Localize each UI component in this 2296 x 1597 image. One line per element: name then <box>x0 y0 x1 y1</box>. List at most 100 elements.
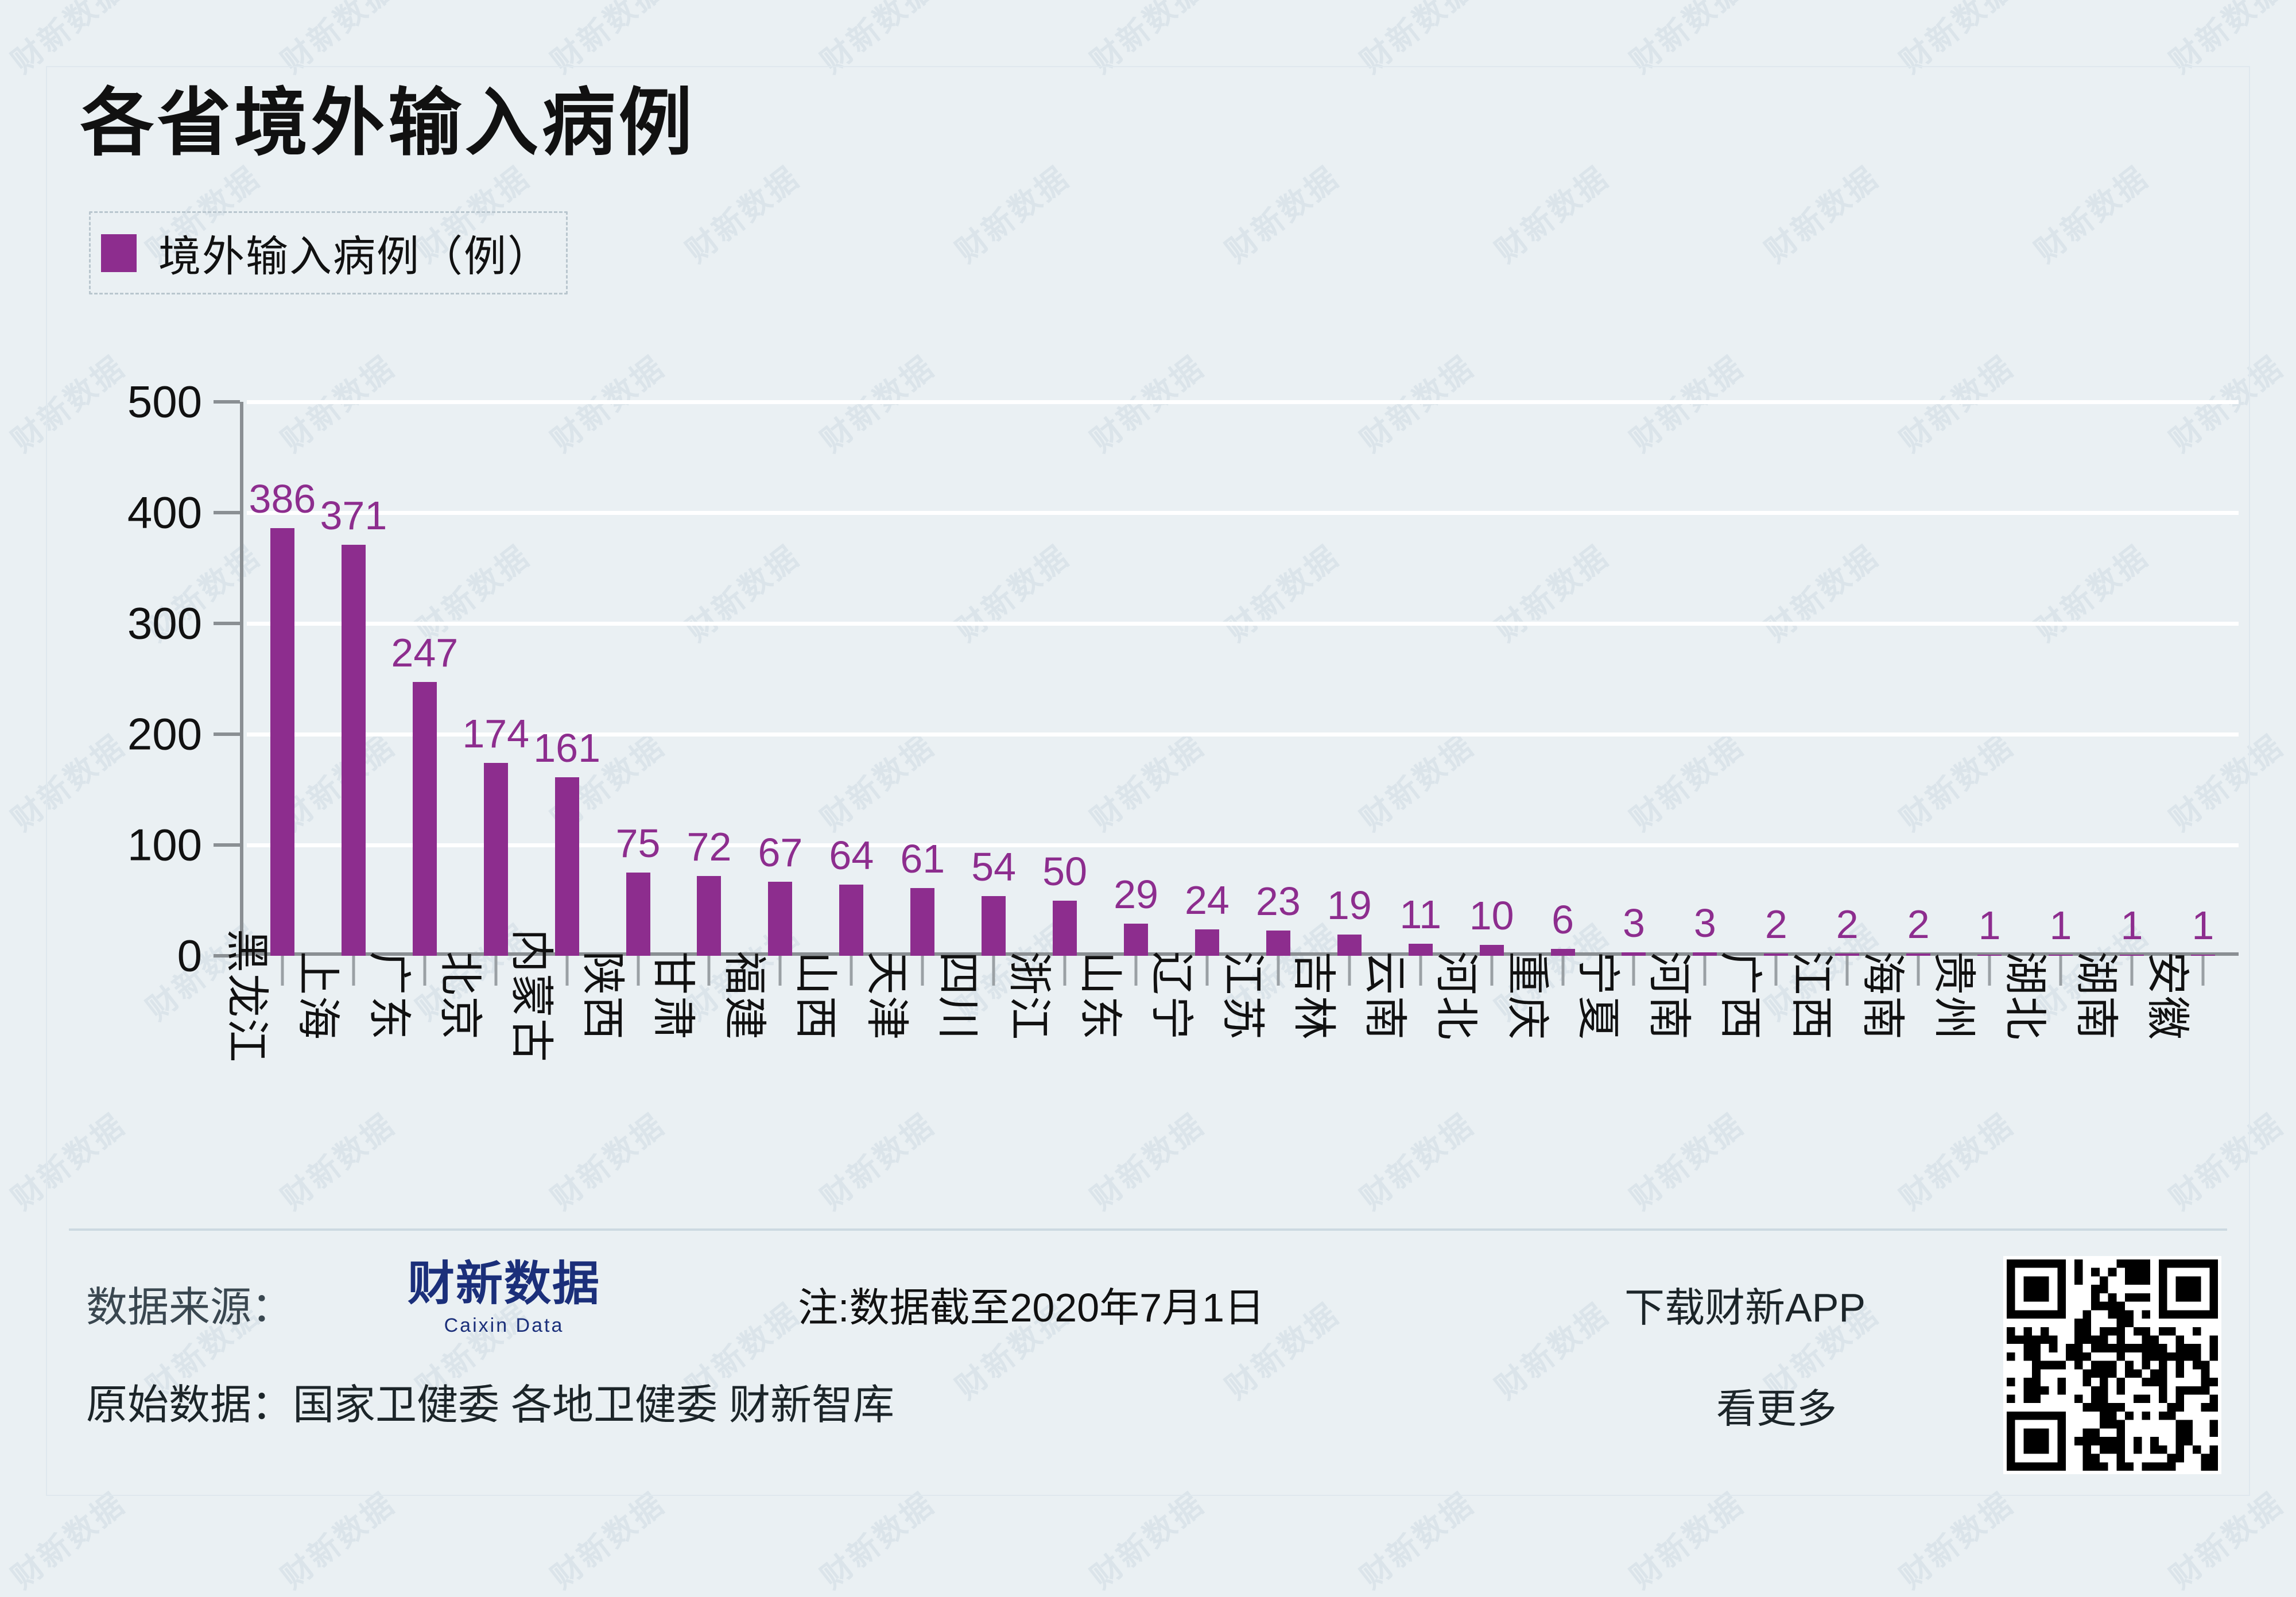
watermark-text: 财新数据 <box>2163 1486 2290 1595</box>
watermark-text: 财新数据 <box>5 1486 132 1595</box>
y-tick <box>214 954 240 958</box>
bar-item[interactable]: 2 江西 <box>1787 402 1883 1041</box>
bar-item[interactable]: 3 河南 <box>1645 402 1740 1041</box>
bar[interactable] <box>412 682 437 956</box>
download-app-label: 下载财新APP <box>1624 1285 1866 1330</box>
bar[interactable] <box>1053 900 1077 956</box>
bar-item[interactable]: 371 上海 <box>293 402 389 1041</box>
bar-item[interactable]: 67 福建 <box>720 402 816 1041</box>
bar-item[interactable]: 54 四川 <box>933 402 1029 1041</box>
chart-card-border <box>46 66 2250 1496</box>
x-tick <box>565 956 569 986</box>
bar-item[interactable]: 11 云南 <box>1360 402 1456 1041</box>
bar[interactable] <box>2190 955 2215 956</box>
bar[interactable] <box>1977 955 2002 956</box>
x-axis-label: 安徽 <box>2142 951 2192 1041</box>
x-axis-label: 河南 <box>1645 951 1694 1041</box>
x-axis-label: 天津 <box>862 951 912 1041</box>
bar-item[interactable]: 23 江苏 <box>1218 402 1314 1041</box>
chart-legend: 境外输入病例（例） <box>89 211 568 294</box>
y-tick <box>214 400 240 404</box>
bar-item[interactable]: 161 内蒙古 <box>507 402 603 1063</box>
bar[interactable] <box>626 873 650 956</box>
bar-value-label: 75 <box>615 821 661 866</box>
bar-item[interactable]: 3 宁夏 <box>1573 402 1670 1041</box>
bar[interactable] <box>839 885 864 956</box>
bar-value-label: 1 <box>1978 903 2001 948</box>
bar-item[interactable]: 10 河北 <box>1432 402 1527 1041</box>
caixin-logo-en: Caixin Data <box>444 1315 564 1336</box>
bar-item[interactable]: 50 浙江 <box>1004 402 1100 1041</box>
bar[interactable] <box>697 876 722 956</box>
bar-item[interactable]: 386 黑龙江 <box>222 402 318 1063</box>
bar[interactable] <box>341 544 366 956</box>
bar-item[interactable]: 247 广东 <box>364 402 460 1041</box>
bar[interactable] <box>554 777 579 956</box>
source-label: 数据来源： <box>86 1285 293 1331</box>
legend-label: 境外输入病例（例） <box>158 232 551 280</box>
see-more-label: 看更多 <box>1716 1386 1837 1431</box>
bar[interactable] <box>1906 953 1931 956</box>
bar-item[interactable]: 64 山西 <box>791 402 887 1041</box>
bar-item[interactable]: 2 广西 <box>1716 402 1812 1041</box>
bar[interactable] <box>1550 949 1575 956</box>
bar[interactable] <box>2049 955 2073 956</box>
bar-item[interactable]: 19 吉林 <box>1289 402 1385 1041</box>
y-axis-label: 500 <box>127 376 202 427</box>
bar-item[interactable]: 1 安徽 <box>2143 402 2239 1041</box>
x-tick <box>2201 956 2205 986</box>
bar-item[interactable]: 174 北京 <box>436 402 532 1041</box>
x-axis-label: 内蒙古 <box>506 929 556 1063</box>
bar-value-label: 61 <box>900 836 945 882</box>
gridline <box>247 622 2239 626</box>
x-axis-label: 陕西 <box>577 951 627 1041</box>
bar-item[interactable]: 29 山东 <box>1076 402 1172 1041</box>
bar-item[interactable]: 61 天津 <box>862 402 958 1041</box>
bar-item[interactable]: 24 辽宁 <box>1147 402 1243 1041</box>
bar[interactable] <box>1194 929 1219 956</box>
bar[interactable] <box>1337 935 1362 956</box>
bar-value-label: 24 <box>1185 877 1230 922</box>
bar-item[interactable]: 75 陕西 <box>578 402 674 1041</box>
bar-item[interactable]: 1 湖北 <box>2000 402 2096 1041</box>
bar[interactable] <box>768 881 793 956</box>
x-tick <box>352 956 355 986</box>
x-axis-label: 山东 <box>1076 951 1125 1041</box>
x-tick <box>1277 956 1280 986</box>
bar-item[interactable]: 72 甘肃 <box>649 402 745 1041</box>
bar[interactable] <box>910 888 935 956</box>
x-tick <box>778 956 782 986</box>
bar-value-label: 1 <box>2192 903 2214 948</box>
watermark-text: 财新数据 <box>1084 1486 1211 1595</box>
bar-value-label: 67 <box>758 829 803 875</box>
bar[interactable] <box>1764 953 1789 956</box>
bar[interactable] <box>982 896 1006 956</box>
page-title: 各省境外输入病例 <box>80 82 696 164</box>
bar-item[interactable]: 1 湖南 <box>2072 402 2167 1041</box>
bar[interactable] <box>1479 944 1504 956</box>
bar[interactable] <box>1835 953 1860 956</box>
bar[interactable] <box>1622 952 1646 956</box>
bar[interactable] <box>1124 924 1149 956</box>
bar[interactable] <box>1693 952 1717 956</box>
gridline <box>247 843 2239 847</box>
x-axis-label: 四川 <box>933 951 983 1041</box>
x-axis-label: 云南 <box>1360 951 1409 1041</box>
bar[interactable] <box>1266 930 1290 956</box>
watermark-text: 财新数据 <box>1624 1486 1751 1595</box>
qr-code[interactable] <box>2003 1256 2221 1474</box>
x-tick <box>921 956 924 986</box>
bar-item[interactable]: 1 贵州 <box>1929 402 2025 1041</box>
bar[interactable] <box>270 528 294 956</box>
bar-value-label: 174 <box>462 711 530 757</box>
bar-item[interactable]: 2 海南 <box>1858 402 1954 1041</box>
bar-item[interactable]: 6 重庆 <box>1503 402 1599 1041</box>
bar-value-label: 1 <box>2120 903 2143 948</box>
bar[interactable] <box>2119 955 2144 956</box>
bar[interactable] <box>1408 943 1433 956</box>
raw-data-line: 原始数据：国家卫健委 各地卫健委 财新智库 <box>86 1371 894 1431</box>
bar-value-label: 386 <box>249 476 316 522</box>
x-tick <box>850 956 853 986</box>
bar-value-label: 247 <box>391 630 459 676</box>
bar[interactable] <box>483 763 508 956</box>
